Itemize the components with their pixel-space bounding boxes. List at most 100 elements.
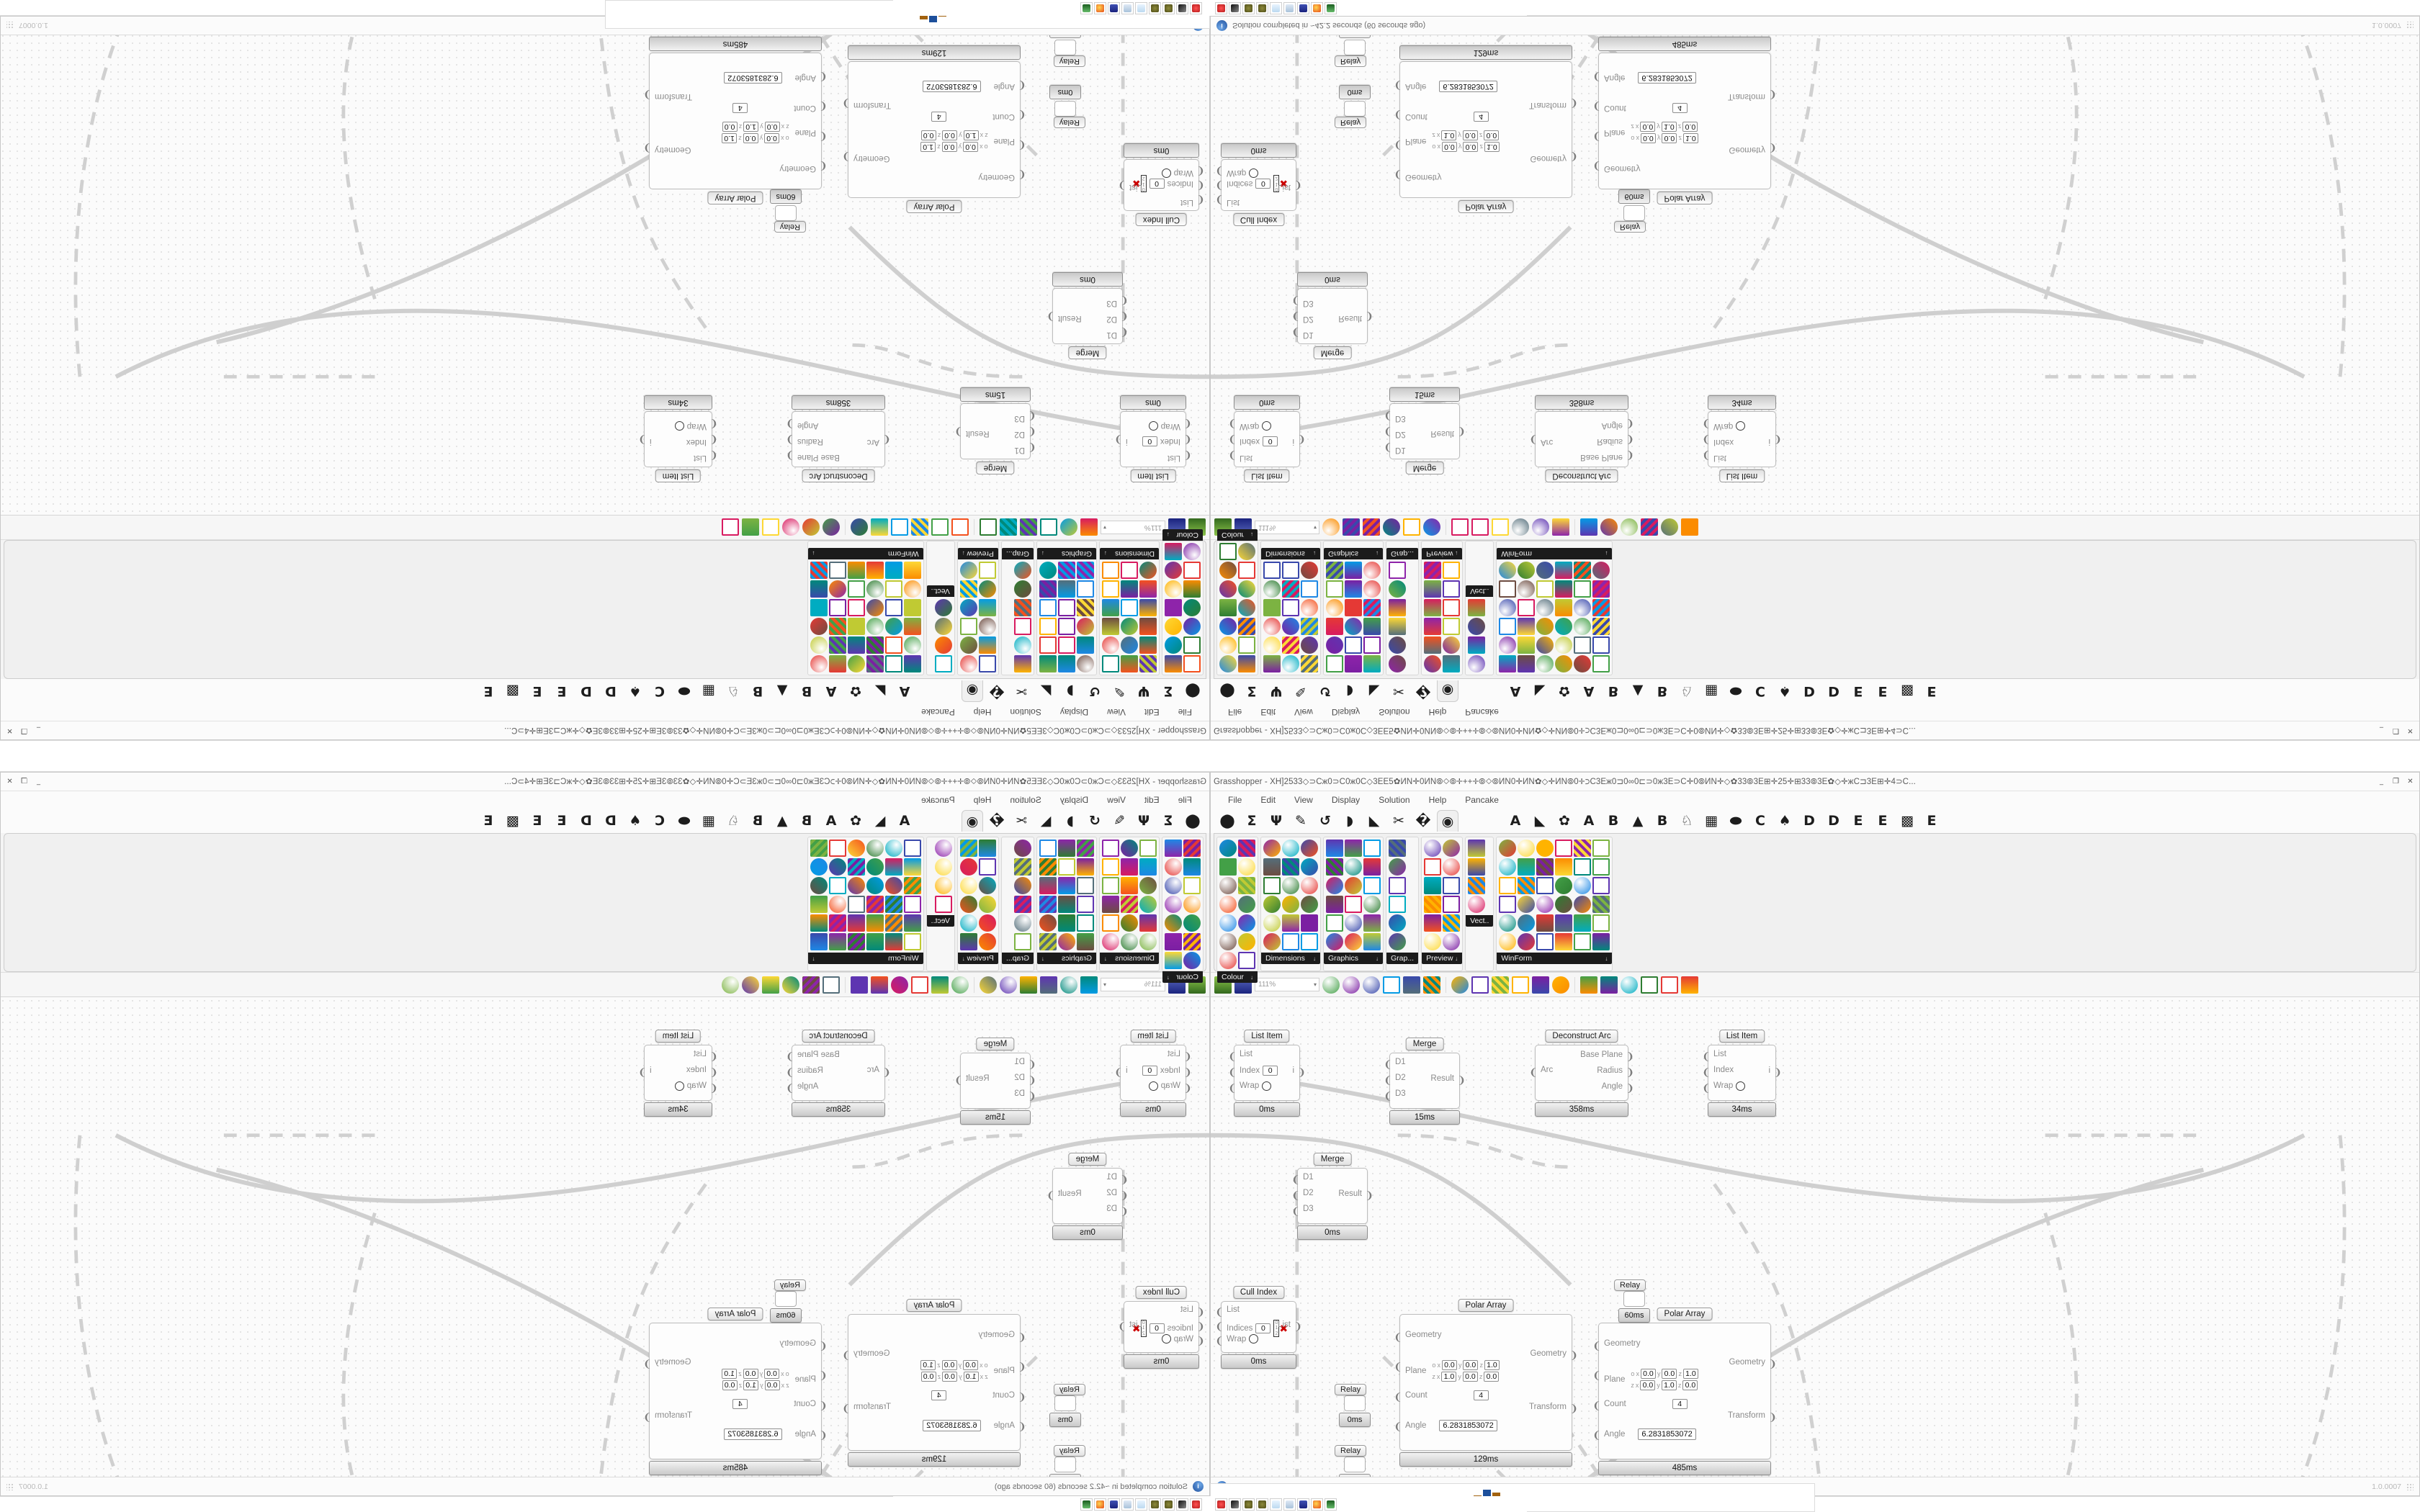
ribbon-component-icon[interactable] [903, 636, 921, 654]
ribbon-tab-right-12[interactable]: D [1803, 813, 1815, 829]
ribbon-component-icon[interactable] [1389, 896, 1406, 913]
close-button[interactable]: ✕ [6, 726, 13, 734]
input-param-geometry[interactable]: Geometry [979, 173, 1016, 181]
ribbon-component-icon[interactable] [1518, 877, 1536, 894]
app-dark-icon[interactable] [1176, 1498, 1188, 1511]
ribbon-component-icon[interactable] [1238, 952, 1255, 969]
output-pin[interactable]: ❩ [1294, 179, 1302, 191]
output-param-i[interactable]: i [650, 1066, 652, 1075]
ribbon-component-icon[interactable] [1345, 858, 1362, 876]
ribbon-component-icon[interactable] [1183, 618, 1201, 635]
input-pin[interactable]: ❨ [1196, 1336, 1205, 1347]
shade-orange-icon[interactable] [1661, 518, 1678, 536]
input-param-arc[interactable]: Arc [867, 438, 879, 446]
ribbon-component-icon[interactable] [1443, 618, 1461, 635]
ribbon-tab-right-10[interactable]: C [655, 813, 665, 829]
ribbon-component-icon[interactable] [884, 636, 902, 654]
app-dark-icon[interactable] [1229, 1498, 1241, 1511]
ribbon-component-icon[interactable] [847, 858, 865, 876]
ribbon-component-icon[interactable] [1102, 858, 1119, 876]
ribbon-component-icon[interactable] [1014, 655, 1031, 672]
input-param-angle[interactable]: Angle 6.2831853072 [923, 1419, 1015, 1431]
plane-z-z[interactable]: 0.0 [920, 1372, 936, 1382]
ribbon-component-icon[interactable] [1282, 933, 1299, 950]
ribbon-component-icon[interactable] [1536, 896, 1554, 913]
input-param-d3[interactable]: D3 [1106, 1205, 1117, 1213]
ribbon-component-icon[interactable] [847, 840, 865, 857]
output-pin[interactable]: ❩ [786, 418, 794, 430]
ribbon-component-icon[interactable] [1518, 562, 1536, 579]
plane-o-z[interactable]: 1.0 [920, 141, 936, 152]
output-pin[interactable]: ❩ [643, 141, 652, 153]
menu-item-display[interactable]: Display [1331, 795, 1361, 805]
ribbon-component-icon[interactable] [810, 840, 828, 857]
input-param-wrap[interactable]: Wrap [1240, 421, 1272, 431]
input-param-arc[interactable]: Arc [867, 1066, 879, 1074]
ribbon-component-icon[interactable] [810, 933, 828, 950]
ribbon-component-icon[interactable] [1499, 858, 1517, 876]
input-param-angle[interactable]: Angle 6.2831853072 [923, 81, 1015, 93]
input-param-wrap[interactable]: Wrap [1148, 421, 1180, 431]
ribbon-component-icon[interactable] [1263, 655, 1281, 672]
input-pin[interactable]: ❨ [1028, 1090, 1036, 1102]
ribbon-component-icon[interactable] [1345, 636, 1362, 654]
input-pin[interactable]: ❨ [1028, 1075, 1036, 1086]
ribbon-tab-left-0[interactable]: ⬤ [1219, 813, 1235, 829]
ribbon-component-icon[interactable] [1077, 655, 1094, 672]
ribbon-component-icon[interactable] [1555, 896, 1573, 913]
ribbon-tab-right-5[interactable]: ▲ [776, 683, 788, 699]
input-param-count[interactable]: Count 4 [732, 1398, 816, 1409]
ribbon-component-icon[interactable] [1238, 636, 1255, 654]
menu-item-edit[interactable]: Edit [1144, 707, 1160, 717]
ribbon-component-icon[interactable] [1238, 914, 1255, 932]
plane-z-y[interactable]: 1.0 [743, 121, 759, 132]
ribbon-component-icon[interactable] [1555, 858, 1573, 876]
plane-o-z[interactable]: 1.0 [722, 132, 738, 143]
gh-component-polar-array-2[interactable]: Polar Array Geometry ❨ Plane o x 0.0 y 0.0 z 1.0 z x… [643, 1307, 828, 1475]
boolean-toggle[interactable] [1249, 1334, 1259, 1344]
input-param-angle[interactable]: Angle 6.2831853072 [724, 1428, 816, 1440]
ribbon-component-icon[interactable] [1238, 543, 1255, 560]
ribbon-group-label[interactable]: Graphics ↓ [1324, 548, 1383, 559]
input-pin[interactable]: ❨ [709, 1082, 718, 1094]
maximize-button[interactable]: ❐ [21, 726, 27, 734]
plane-o-y[interactable]: 0.0 [743, 132, 758, 143]
ribbon-group-label[interactable]: Dimensions ↓ [1261, 548, 1320, 559]
ribbon-component-icon[interactable] [1219, 933, 1237, 950]
output-pin[interactable]: ❩ [1365, 1190, 1373, 1202]
resize-grip[interactable] [2406, 22, 2414, 30]
sketch-icon[interactable] [1020, 976, 1037, 994]
input-param-d3[interactable]: D3 [1395, 414, 1406, 423]
notepad-icon[interactable] [1270, 1498, 1282, 1511]
app-dark-icon[interactable] [1176, 1, 1188, 14]
plane-o-y[interactable]: 0.0 [941, 141, 957, 152]
shade-red-icon[interactable] [1600, 976, 1618, 994]
ribbon-component-icon[interactable] [1014, 877, 1031, 894]
ribbon-component-icon[interactable] [903, 877, 921, 894]
ribbon-tab-right-2[interactable]: ✿ [1559, 813, 1570, 829]
ribbon-tab-right-17[interactable]: E [1927, 813, 1937, 829]
input-param-arc[interactable]: Arc [1541, 438, 1553, 446]
output-param-transform[interactable]: Transform [853, 101, 891, 110]
app-red-icon[interactable] [1190, 1, 1202, 14]
output-pin[interactable]: ❩ [643, 1359, 652, 1371]
ribbon-component-icon[interactable] [1536, 599, 1554, 616]
input-param-wrap[interactable]: Wrap [1161, 1334, 1193, 1344]
component-body[interactable]: List ❨ Index ❨ Wrap ❨ i ❩ [638, 1045, 718, 1101]
ribbon-component-icon[interactable] [884, 599, 902, 616]
input-pin[interactable]: ❨ [709, 433, 718, 445]
ribbon-component-icon[interactable] [1555, 599, 1573, 616]
output-param-angle[interactable]: Angle [1601, 421, 1623, 431]
ribbon-component-icon[interactable] [884, 896, 902, 913]
ribbon-component-icon[interactable] [1592, 858, 1610, 876]
input-param-index[interactable]: Index 0 [1240, 436, 1278, 446]
terminal-green-icon[interactable] [1080, 1498, 1093, 1511]
ribbon-component-icon[interactable] [828, 896, 846, 913]
input-pin[interactable]: ❨ [1394, 1362, 1402, 1374]
output-pin[interactable]: ❩ [643, 89, 652, 101]
ribbon-component-icon[interactable] [1326, 914, 1343, 932]
input-pin[interactable]: ❨ [1215, 194, 1224, 205]
input-pin[interactable]: ❨ [1183, 1067, 1192, 1079]
ribbon-component-icon[interactable] [978, 562, 996, 579]
ribbon-component-icon[interactable] [1326, 599, 1343, 616]
